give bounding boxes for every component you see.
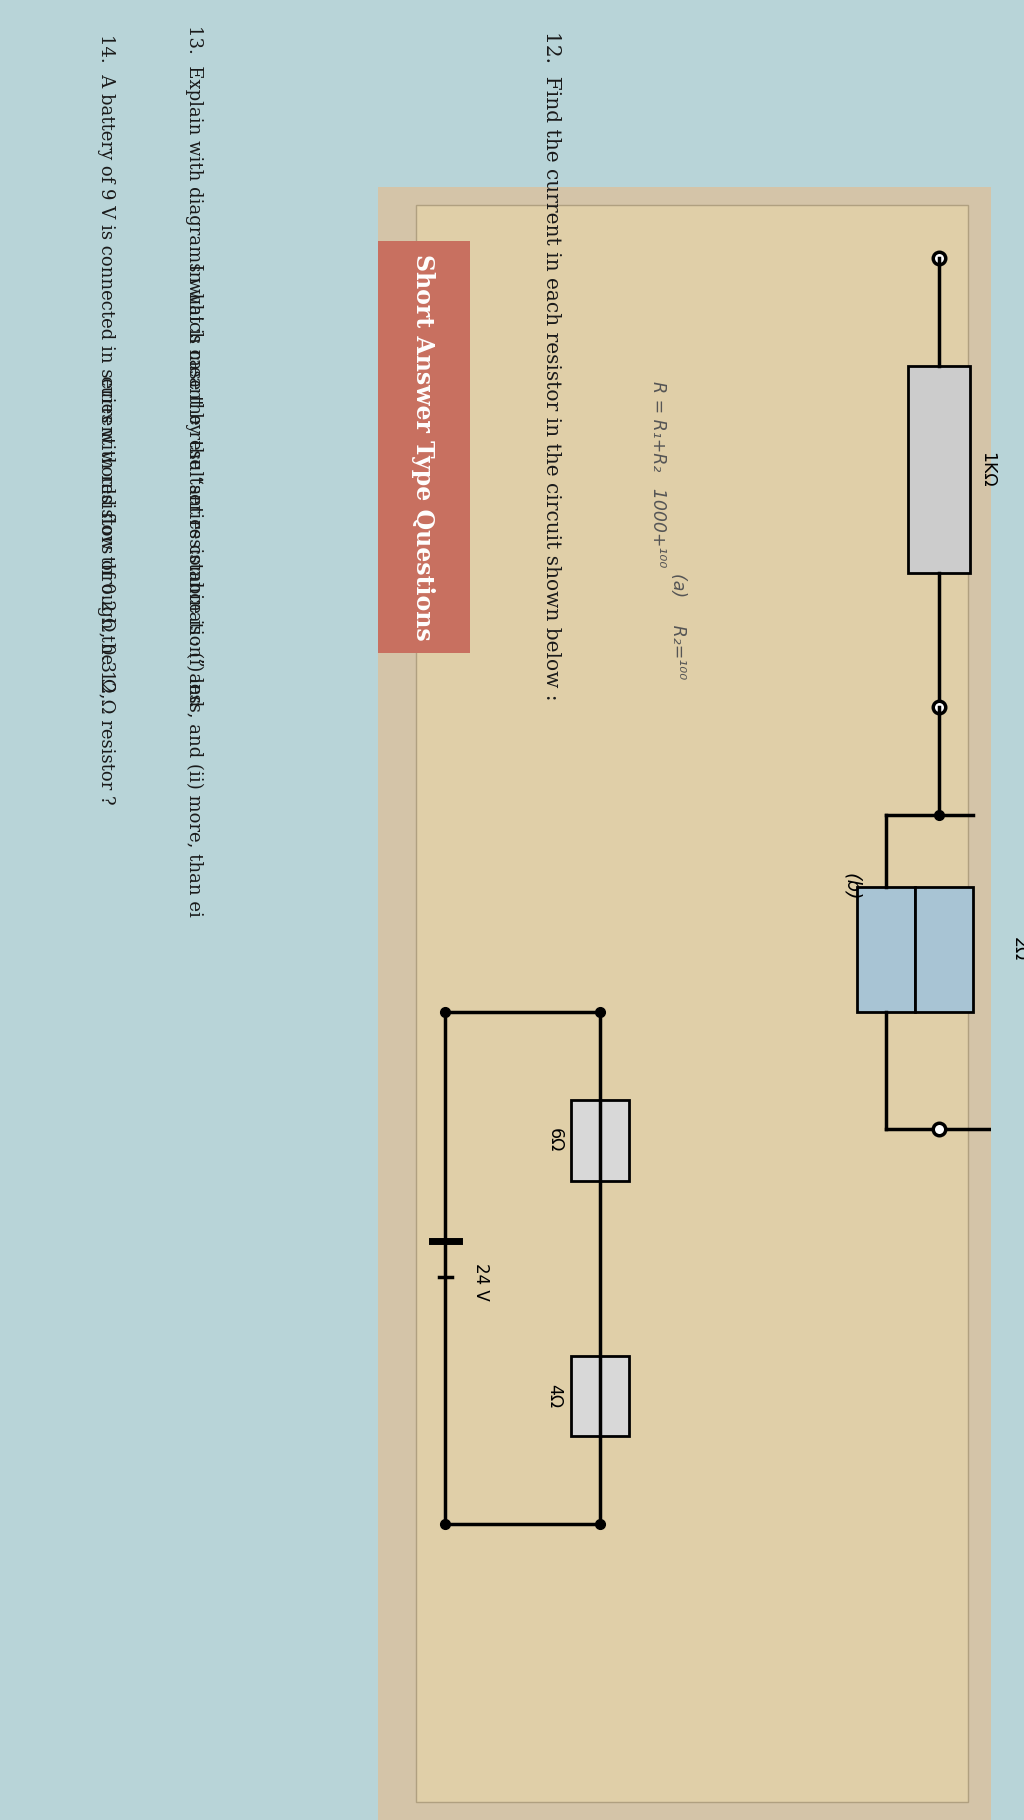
Bar xyxy=(857,886,914,1012)
Text: 13.  Explain with diagrams what is meant by the “series combination” and: 13. Explain with diagrams what is meant … xyxy=(184,25,203,706)
Bar xyxy=(907,366,971,573)
Text: 6Ω: 6Ω xyxy=(546,1128,563,1152)
Text: current would flow through the 12 Ω resistor ?: current would flow through the 12 Ω resi… xyxy=(97,340,116,804)
Text: 24 V: 24 V xyxy=(472,1263,490,1301)
Bar xyxy=(0,187,378,1820)
Text: 2Ω: 2Ω xyxy=(1010,937,1024,961)
Bar xyxy=(417,204,968,1802)
Text: (a)     R₂=¹⁰⁰: (a) R₂=¹⁰⁰ xyxy=(669,573,687,679)
Bar xyxy=(378,240,469,653)
Text: In which case the resultant resistance is : (i) less, and (ii) more, than ei: In which case the resultant resistance i… xyxy=(184,229,203,917)
Text: 12.  Find the current in each resistor in the circuit shown below :: 12. Find the current in each resistor in… xyxy=(543,31,561,701)
Bar xyxy=(378,187,991,1820)
Bar xyxy=(914,886,973,1012)
Text: 14.  A battery of 9 V is connected in series with resistors of 0.2 Ω, 0.3 Ω,: 14. A battery of 9 V is connected in ser… xyxy=(97,35,116,699)
Text: (b): (b) xyxy=(843,874,861,901)
Text: R = R₁+R₂   1000+¹⁰⁰: R = R₁+R₂ 1000+¹⁰⁰ xyxy=(649,380,668,568)
Text: 1KΩ: 1KΩ xyxy=(978,451,996,488)
Text: Short Answer Type Questions: Short Answer Type Questions xyxy=(411,253,435,641)
Bar xyxy=(571,1099,629,1181)
Text: 4Ω: 4Ω xyxy=(546,1383,563,1409)
Bar xyxy=(571,1356,629,1436)
